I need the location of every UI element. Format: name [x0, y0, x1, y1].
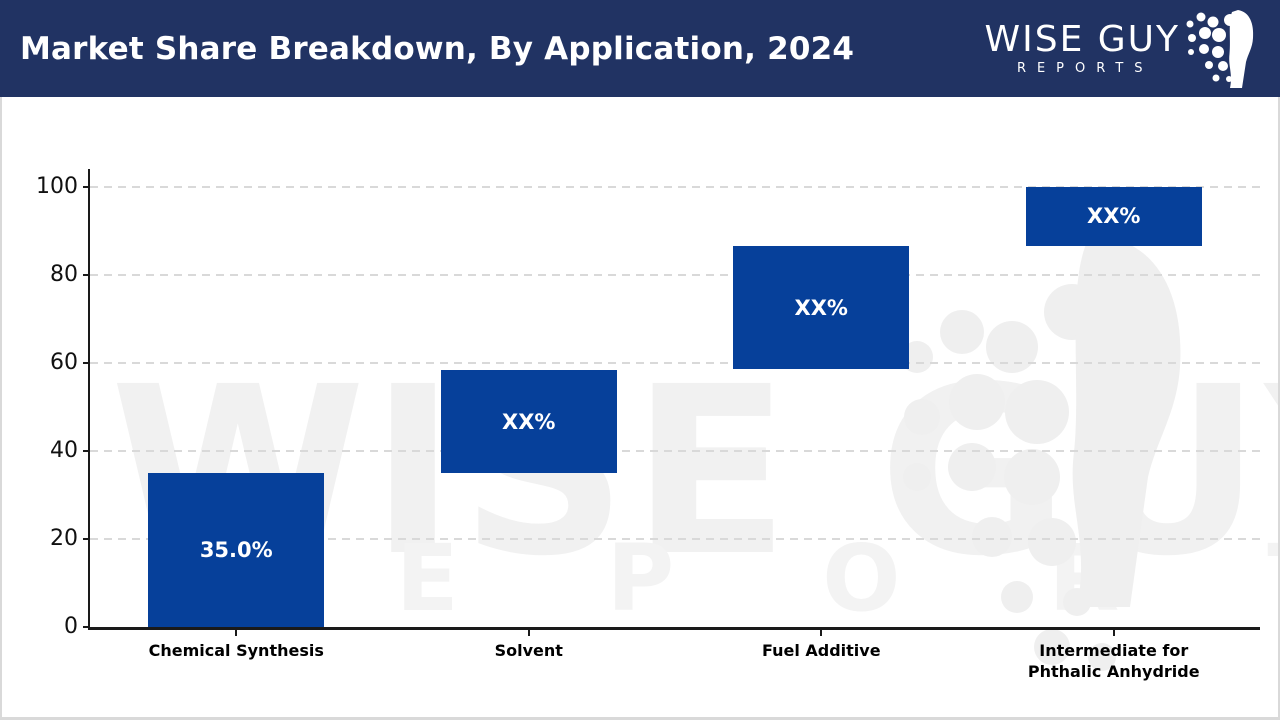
gridline-20: [90, 538, 1260, 540]
x-category-label-solvent: Solvent: [494, 641, 563, 660]
bar-value-label: 35.0%: [199, 538, 273, 562]
y-axis-line: [88, 169, 90, 630]
wise-guy-logo: WISE GUY REPORTS: [985, 8, 1255, 90]
y-tick-label-40: 40: [50, 438, 78, 463]
x-tick-mark-solvent: [527, 630, 530, 636]
x-category-label-chemical-synthesis: Chemical Synthesis: [148, 641, 324, 660]
bar-intermediate-for-phthalic-anhydride: XX%: [1025, 187, 1202, 246]
y-tick-mark-100: [83, 186, 89, 188]
page-title: Market Share Breakdown, By Application, …: [20, 30, 855, 67]
x-tick-mark-chemical-synthesis: [235, 630, 238, 636]
bar-fuel-additive: XX%: [733, 245, 910, 370]
logo-subtext: REPORTS: [1016, 60, 1154, 76]
x-axis-line: [88, 627, 1260, 630]
chart-area: WISE GUY R E P O R T S 02040608010035.0%…: [0, 97, 1280, 720]
y-tick-label-20: 20: [50, 526, 78, 551]
y-tick-mark-20: [83, 538, 89, 540]
bar-value-label: XX%: [794, 295, 848, 320]
x-category-label-fuel-additive: Fuel Additive: [761, 641, 881, 660]
gridline-60: [90, 362, 1260, 364]
x-tick-mark-fuel-additive: [820, 630, 823, 636]
header-bar: Market Share Breakdown, By Application, …: [0, 0, 1280, 97]
logo-face-icon: [1186, 9, 1254, 88]
y-tick-mark-40: [83, 450, 89, 452]
bar-solvent: XX%: [440, 370, 617, 473]
y-tick-label-80: 80: [50, 262, 78, 287]
y-tick-label-0: 0: [64, 614, 78, 639]
gridline-80: [90, 274, 1260, 276]
x-tick-mark-intermediate-for-phthalic-anhydride: [1112, 630, 1115, 636]
x-category-label-intermediate-for-phthalic-anhydride: Intermediate for Phthalic Anhydride: [1027, 641, 1200, 681]
bar-value-label: XX%: [1087, 204, 1141, 229]
y-tick-label-60: 60: [50, 350, 78, 375]
y-tick-mark-60: [83, 362, 89, 364]
logo-text: WISE GUY REPORTS: [984, 18, 1181, 76]
y-tick-mark-80: [83, 274, 89, 276]
plot-area: 0 20 40 60 80 100 35.0% Chemical Synthesis XX% So…: [2, 97, 1278, 717]
y-tick-label-100: 100: [36, 174, 78, 199]
gridline-40: [90, 450, 1260, 452]
logo-wordmark: WISE GUY: [984, 18, 1180, 60]
gridline-100: [90, 186, 1260, 188]
bar-value-label: XX%: [502, 409, 556, 434]
watermark-face-icon: [901, 237, 1181, 671]
bar-chemical-synthesis: 35.0%: [148, 473, 325, 627]
y-tick-mark-0: [83, 626, 89, 628]
